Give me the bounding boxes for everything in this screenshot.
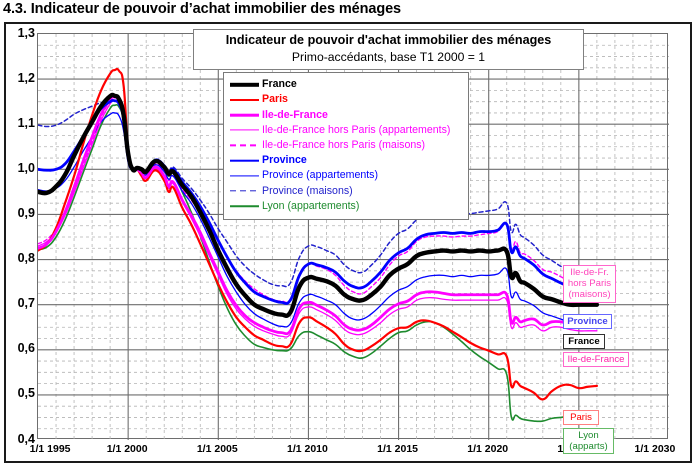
x-tick-label: 1/1 2005	[196, 443, 238, 455]
y-tick-label: 0,7	[17, 296, 35, 311]
series-line-province-maisons	[38, 99, 598, 288]
legend-swatch-icon	[229, 185, 260, 197]
x-tick-label: 1/1 2015	[377, 443, 418, 455]
callout-france: France	[563, 334, 605, 350]
callout-line: Ile-de-Fr.	[570, 267, 609, 278]
legend-item[interactable]: Province (appartements)	[229, 168, 463, 183]
legend-item-label: Lyon (appartements)	[262, 199, 360, 212]
callout-line: (maisons)	[568, 289, 611, 301]
callout-idf-hors-paris-maisons: Ile-de-Fr. hors Paris (maisons)	[563, 265, 616, 303]
legend-item[interactable]: Paris	[229, 92, 463, 107]
callout-line: hors Paris	[567, 278, 612, 290]
y-tick-label: 0,9	[17, 205, 35, 220]
chart-title-box: Indicateur de pouvoir d'achat immobilier…	[193, 29, 584, 71]
legend-item-label: Province	[262, 154, 307, 167]
y-tick-label: 1,0	[17, 160, 35, 175]
legend-item-label: Ile-de-France hors Paris (appartements)	[262, 123, 451, 136]
x-tick-label: 1/1 2030	[634, 443, 676, 455]
callout-line: Lyon	[578, 430, 599, 441]
legend-swatch-icon	[229, 139, 260, 151]
legend-item[interactable]: Ile-de-France hors Paris (maisons)	[229, 138, 463, 153]
chart-inner: 0,4 0,5 0,6 0,7 0,8 0,9 1,0 1,1 1,2 1,3 1/1 1995 1…	[6, 24, 690, 461]
y-tick-label: 0,5	[17, 386, 35, 401]
callout-lyon-apparts: Lyon (apparts)	[563, 428, 614, 455]
y-tick-label: 0,6	[17, 341, 35, 356]
callout-line: France	[568, 336, 600, 347]
legend-item[interactable]: Lyon (appartements)	[229, 199, 463, 214]
y-tick-label: 1,1	[17, 115, 35, 130]
legend-item[interactable]: Province	[229, 153, 463, 168]
x-tick-label: 1/1 2020	[467, 443, 509, 455]
callout-paris: Paris	[563, 410, 599, 426]
y-tick-label: 0,8	[17, 251, 35, 266]
legend-item[interactable]: Ile-de-France	[229, 107, 463, 122]
legend-item-label: Ile-de-France	[262, 108, 328, 121]
callout-line: Province	[567, 316, 608, 327]
chart-title-sub: Primo-accédants, base T1 2000 = 1	[291, 49, 486, 64]
y-tick-label: 1,3	[17, 25, 35, 40]
callout-line: (apparts)	[569, 441, 608, 453]
legend-swatch-icon	[229, 200, 260, 212]
legend-item-label: France	[262, 78, 297, 91]
chart-frame: 0,4 0,5 0,6 0,7 0,8 0,9 1,0 1,1 1,2 1,3 1/1 1995 1…	[4, 22, 692, 463]
x-tick-label: 1/1 2010	[286, 443, 328, 455]
callout-line: Ile-de-France	[567, 354, 625, 365]
legend-swatch-icon	[229, 94, 260, 106]
legend-item-label: Ile-de-France hors Paris (maisons)	[262, 139, 426, 152]
y-tick-label: 1,2	[17, 70, 35, 85]
legend-item-label: Province (appartements)	[262, 169, 378, 182]
legend-swatch-icon	[229, 155, 260, 167]
legend-swatch-icon	[229, 124, 260, 136]
page-title: 4.3. Indicateur de pouvoir d’achat immob…	[3, 1, 401, 17]
legend-item[interactable]: Province (maisons)	[229, 183, 463, 198]
y-axis-labels: 0,4 0,5 0,6 0,7 0,8 0,9 1,0 1,1 1,2 1,3	[6, 24, 35, 449]
legend-swatch-icon	[229, 109, 260, 121]
series-line-france	[38, 92, 600, 318]
legend-item[interactable]: France	[229, 77, 463, 92]
legend-item-label: Paris	[262, 93, 288, 106]
callout-line: Paris	[570, 412, 592, 423]
callout-province: Province	[563, 314, 612, 330]
legend-item-label: Province (maisons)	[262, 184, 353, 197]
callout-ile-de-france: Ile-de-France	[563, 352, 629, 368]
y-tick-label: 0,4	[17, 431, 35, 446]
legend-swatch-icon	[229, 79, 260, 91]
legend-swatch-icon	[229, 170, 260, 182]
chart-canvas	[38, 34, 669, 440]
x-tick-label: 1/1 1995	[29, 443, 71, 455]
plot-area	[37, 33, 669, 440]
x-tick-label: 1/1 2000	[106, 443, 148, 455]
chart-legend: France Paris Ile-de-France Ile-de-France ho…	[223, 72, 469, 220]
chart-title-main: Indicateur de pouvoir d'achat immobilier…	[225, 33, 552, 47]
legend-item[interactable]: Ile-de-France hors Paris (appartements)	[229, 123, 463, 138]
